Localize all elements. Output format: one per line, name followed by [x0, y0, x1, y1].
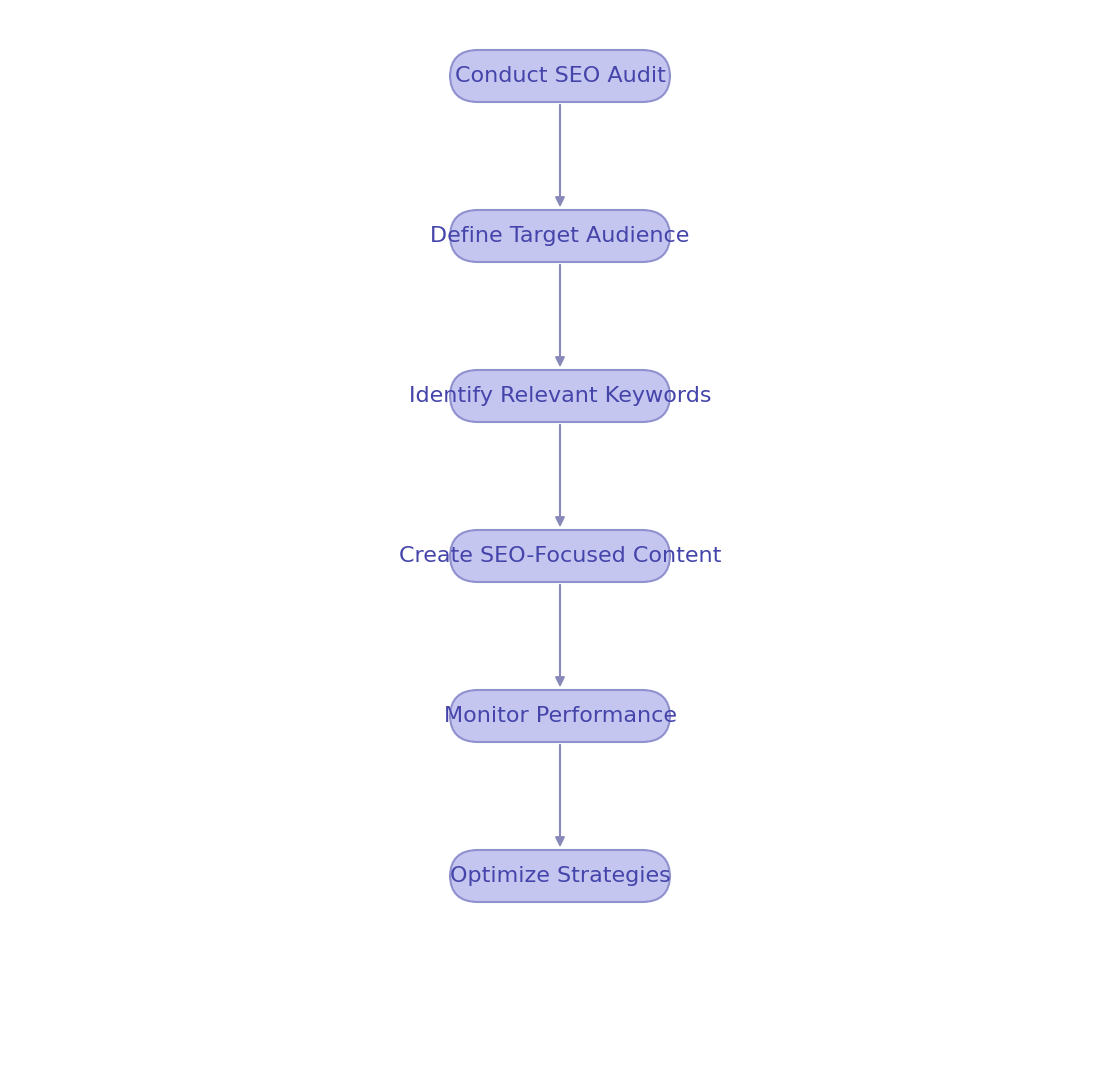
FancyBboxPatch shape	[450, 370, 670, 422]
FancyBboxPatch shape	[450, 850, 670, 902]
FancyBboxPatch shape	[450, 50, 670, 102]
FancyBboxPatch shape	[450, 210, 670, 262]
Text: Define Target Audience: Define Target Audience	[430, 226, 690, 246]
FancyBboxPatch shape	[450, 530, 670, 582]
Text: Conduct SEO Audit: Conduct SEO Audit	[455, 66, 665, 86]
Text: Identify Relevant Keywords: Identify Relevant Keywords	[409, 386, 711, 406]
Text: Optimize Strategies: Optimize Strategies	[449, 866, 671, 886]
Text: Create SEO-Focused Content: Create SEO-Focused Content	[399, 546, 721, 566]
FancyBboxPatch shape	[450, 690, 670, 742]
Text: Monitor Performance: Monitor Performance	[444, 706, 676, 726]
